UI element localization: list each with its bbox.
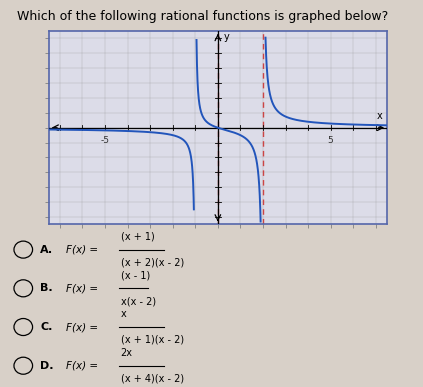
Text: A.: A. bbox=[40, 245, 53, 255]
Text: F(x) =: F(x) = bbox=[66, 322, 98, 332]
Text: F(x) =: F(x) = bbox=[66, 245, 98, 255]
Text: B.: B. bbox=[40, 283, 53, 293]
Text: F(x) =: F(x) = bbox=[66, 361, 98, 371]
Text: -5: -5 bbox=[101, 136, 110, 145]
Text: 5: 5 bbox=[328, 136, 333, 145]
Text: x(x - 2): x(x - 2) bbox=[121, 296, 156, 306]
Text: 2x: 2x bbox=[121, 348, 132, 358]
Text: (x - 1): (x - 1) bbox=[121, 271, 150, 281]
Text: (x + 4)(x - 2): (x + 4)(x - 2) bbox=[121, 373, 184, 384]
Text: Which of the following rational functions is graphed below?: Which of the following rational function… bbox=[17, 10, 388, 23]
Text: (x + 2)(x - 2): (x + 2)(x - 2) bbox=[121, 257, 184, 267]
Text: x: x bbox=[121, 309, 126, 319]
Text: x: x bbox=[377, 111, 382, 121]
Text: (x + 1)(x - 2): (x + 1)(x - 2) bbox=[121, 335, 184, 345]
Text: y: y bbox=[223, 33, 229, 43]
Text: F(x) =: F(x) = bbox=[66, 283, 98, 293]
Text: D.: D. bbox=[40, 361, 54, 371]
Text: (x + 1): (x + 1) bbox=[121, 232, 154, 242]
Text: C.: C. bbox=[40, 322, 52, 332]
